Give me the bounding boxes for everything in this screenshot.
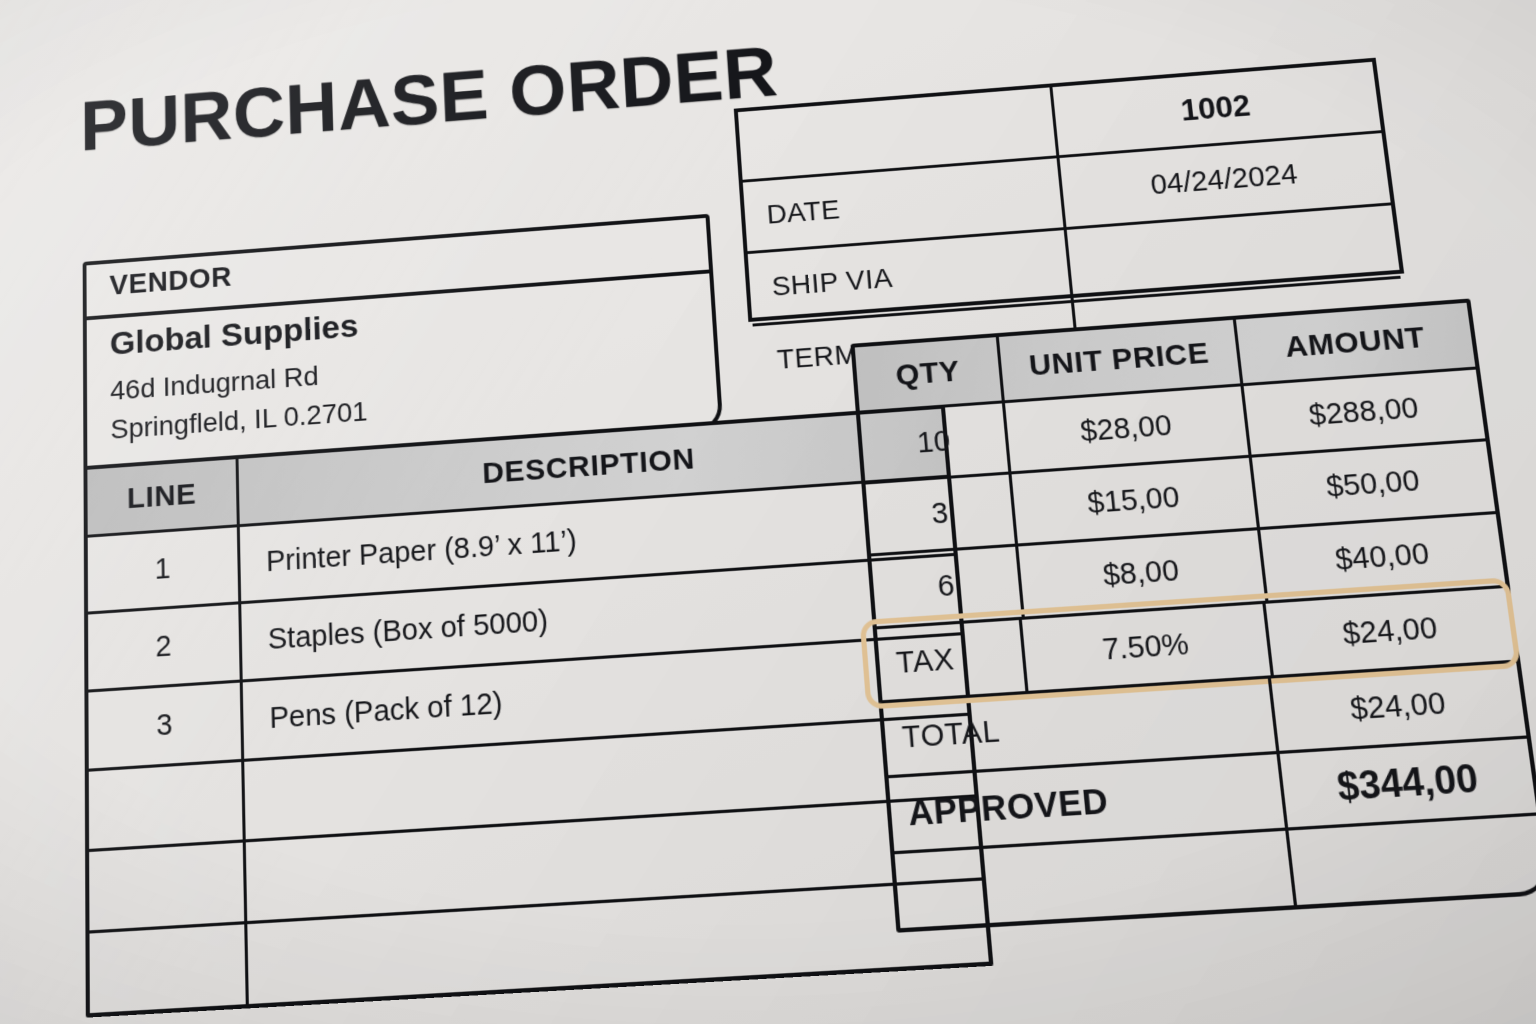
- column-header-amount: AMOUNT: [1283, 321, 1428, 364]
- cell-line-number: 2: [88, 604, 243, 690]
- cell-amount: $50,00: [1324, 464, 1422, 504]
- purchase-order-document: PURCHASE ORDER VENDOR Global Supplies 46…: [63, 0, 1536, 1024]
- cell-amount: $40,00: [1333, 537, 1432, 577]
- cell-line-number: 3: [88, 682, 245, 769]
- order-info-box: 1002 DATE 04/24/2024 SHIP VIA TERMS: [733, 57, 1405, 398]
- amounts-table: QTY UNIT PRICE AMOUNT 10 $28,00 $288,00 …: [850, 298, 1536, 933]
- cell-line-number: 1: [87, 527, 242, 612]
- line-items-table: LINE DESCRIPTION 1 Printer Paper (8.9’ x…: [83, 404, 994, 1018]
- cell-line-number: [89, 842, 248, 931]
- cell-qty: 6: [871, 546, 1025, 627]
- tax-rate-value: 7.50%: [1021, 603, 1274, 691]
- column-header-qty: QTY: [854, 336, 1005, 411]
- vendor-label: VENDOR: [109, 261, 233, 302]
- page-title: PURCHASE ORDER: [80, 31, 781, 167]
- tax-label: TAX: [876, 619, 1029, 701]
- cell-qty: 10: [859, 403, 1012, 482]
- tax-amount-value: $24,00: [1340, 611, 1440, 651]
- cell-qty: 3: [865, 474, 1018, 554]
- column-header-line: LINE: [87, 458, 240, 535]
- approved-signature-value: [1289, 816, 1536, 905]
- cell-unit-price: $8,00: [1018, 530, 1269, 617]
- vendor-address-line1: 46d Indugrnal Rd: [110, 360, 320, 406]
- grand-total-value: $344,00: [1334, 756, 1481, 809]
- vendor-name: Global Supplies: [109, 307, 359, 363]
- cell-line-number: [89, 924, 249, 1014]
- cell-line-number: [88, 761, 246, 849]
- subtotal-amount-value: $24,00: [1348, 686, 1448, 727]
